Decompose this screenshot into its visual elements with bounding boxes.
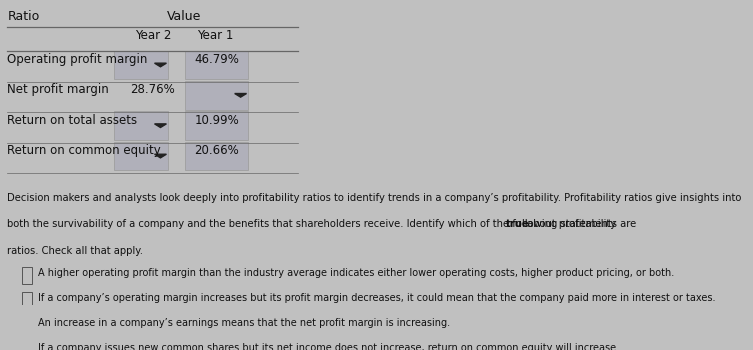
FancyBboxPatch shape	[185, 50, 248, 79]
Polygon shape	[235, 93, 246, 97]
Text: Value: Value	[166, 10, 201, 23]
Text: 20.66%: 20.66%	[194, 144, 239, 157]
Text: Ratio: Ratio	[8, 10, 40, 23]
Text: Return on common equity: Return on common equity	[8, 144, 161, 157]
FancyBboxPatch shape	[114, 111, 168, 140]
Text: If a company’s operating margin increases but its profit margin decreases, it co: If a company’s operating margin increase…	[38, 293, 715, 303]
Text: ratios. Check all that apply.: ratios. Check all that apply.	[8, 246, 143, 256]
Text: Decision makers and analysts look deeply into profitability ratios to identify t: Decision makers and analysts look deeply…	[8, 193, 742, 203]
Text: A higher operating profit margin than the industry average indicates either lowe: A higher operating profit margin than th…	[38, 268, 674, 278]
Text: true: true	[506, 219, 529, 229]
FancyBboxPatch shape	[185, 111, 248, 140]
FancyBboxPatch shape	[185, 81, 248, 110]
Text: both the survivability of a company and the benefits that shareholders receive. : both the survivability of a company and …	[8, 219, 640, 229]
Text: 28.76%: 28.76%	[130, 83, 175, 96]
Text: Return on total assets: Return on total assets	[8, 114, 138, 127]
Text: Year 1: Year 1	[197, 29, 233, 42]
Polygon shape	[154, 124, 166, 127]
Text: If a company issues new common shares but its net income does not increase, retu: If a company issues new common shares bu…	[38, 343, 619, 350]
Text: 46.79%: 46.79%	[194, 53, 239, 66]
Text: Operating profit margin: Operating profit margin	[8, 53, 148, 66]
Text: Year 2: Year 2	[135, 29, 171, 42]
Text: 10.99%: 10.99%	[194, 114, 239, 127]
Text: An increase in a company’s earnings means that the net profit margin is increasi: An increase in a company’s earnings mean…	[38, 318, 450, 328]
FancyBboxPatch shape	[114, 50, 168, 79]
Text: about profitability: about profitability	[524, 219, 617, 229]
Polygon shape	[154, 154, 166, 158]
FancyBboxPatch shape	[114, 142, 168, 170]
Text: Net profit margin: Net profit margin	[8, 83, 109, 96]
Polygon shape	[154, 63, 166, 67]
FancyBboxPatch shape	[185, 142, 248, 170]
